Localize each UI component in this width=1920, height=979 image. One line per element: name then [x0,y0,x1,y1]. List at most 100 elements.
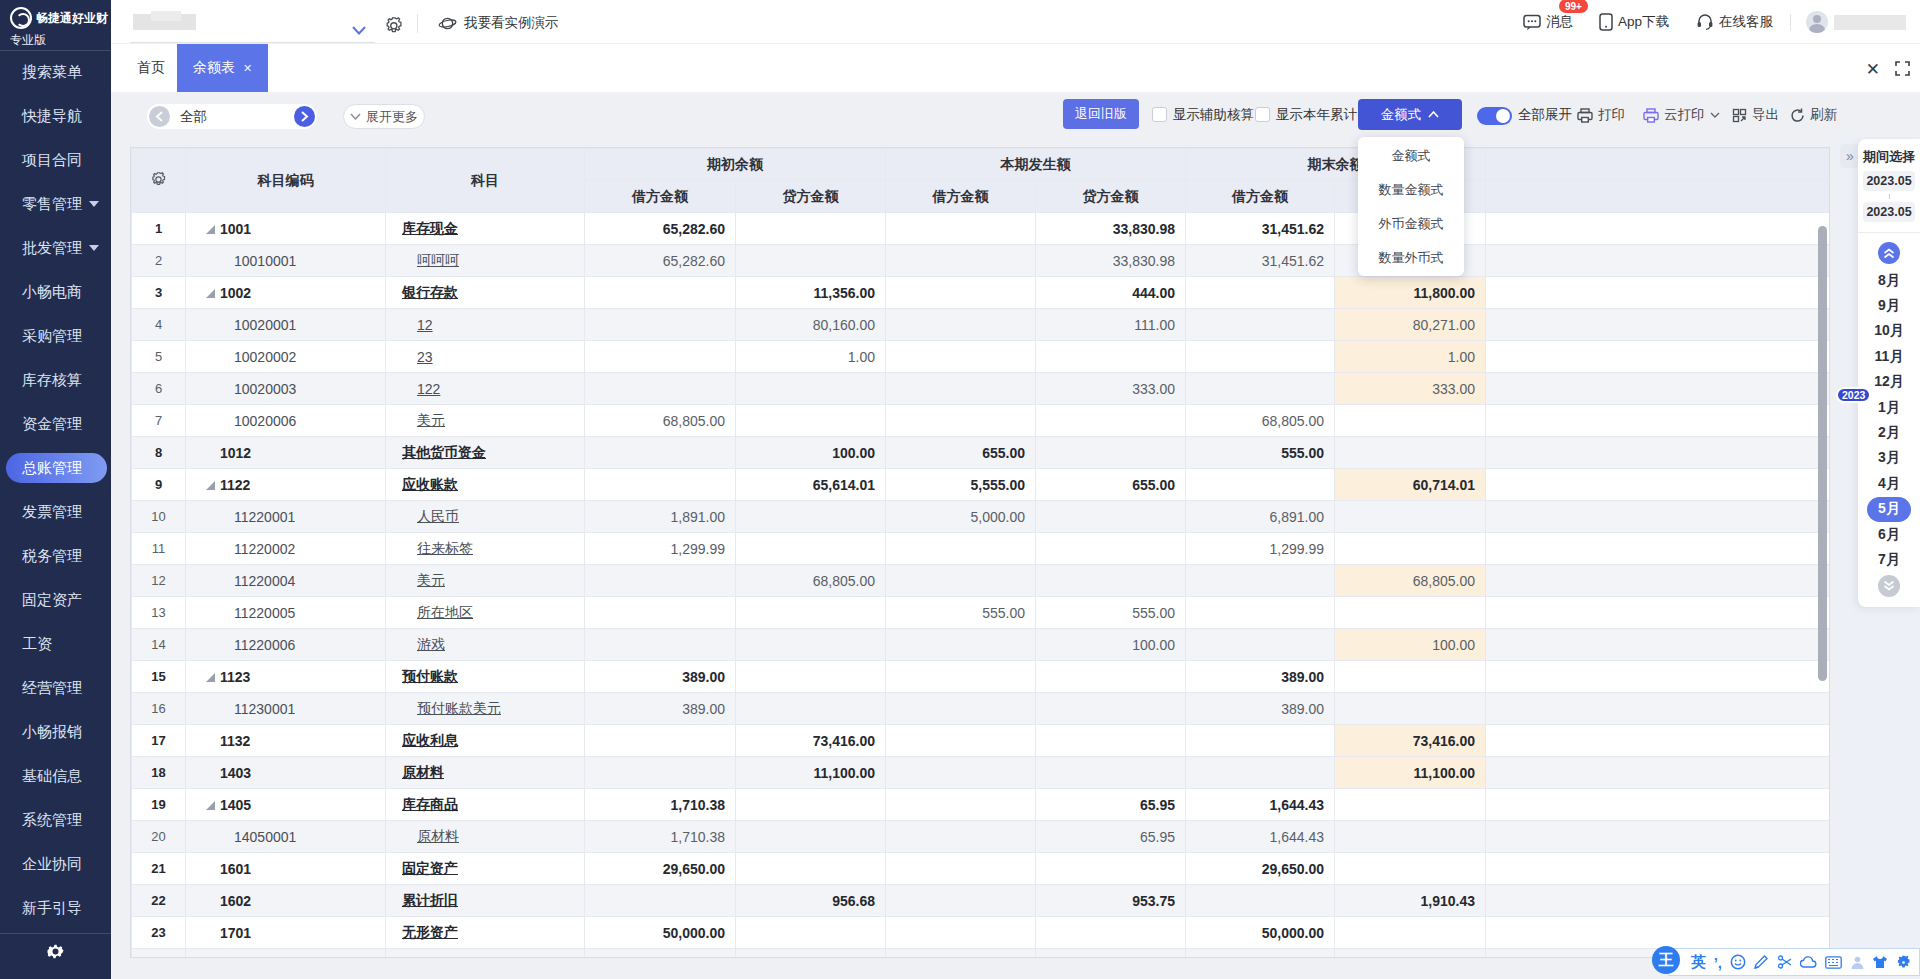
sidebar-item-18[interactable]: 系统管理 [0,798,111,842]
subject-filter[interactable]: 全部 [147,104,317,129]
subject-code-cell[interactable]: 10020003 [186,373,386,405]
sidebar-item-9[interactable]: 资金管理 [0,402,111,446]
collapse-panel-button[interactable]: » [1840,144,1860,168]
subject-name-link[interactable]: 美元 [386,405,585,437]
column-settings-gear-icon[interactable] [132,149,186,213]
subject-name-link[interactable]: 应收账款 [386,469,585,501]
subject-code-cell[interactable]: 1601 [186,853,386,885]
subject-code-cell[interactable]: 11220001 [186,501,386,533]
app-download-button[interactable]: App下载 [1599,13,1669,31]
col-header-debit-2[interactable]: 借方金额 [886,181,1036,213]
subject-code-cell[interactable]: 11220006 [186,629,386,661]
month-11月[interactable]: 11月 [1875,344,1904,369]
subject-name-link[interactable]: 122 [386,373,585,405]
sidebar-item-10[interactable]: 总账管理 [0,446,111,490]
subject-name-link[interactable]: 库存商品 [386,789,585,821]
ime-logo-icon[interactable]: 王 [1652,946,1680,974]
ime-keyboard-icon[interactable] [1825,956,1842,969]
subject-code-cell[interactable]: 1403 [186,757,386,789]
ime-emoji-icon[interactable] [1730,954,1746,970]
expand-triangle-icon[interactable] [206,673,215,682]
show-ytd-label[interactable]: 显示本年累计 [1276,106,1357,124]
sidebar-item-1[interactable]: 搜索菜单 [0,50,111,94]
sidebar-item-5[interactable]: 批发管理 [0,226,111,270]
col-header-credit-2[interactable]: 贷方金额 [1036,181,1186,213]
sidebar-item-6[interactable]: 小畅电商 [0,270,111,314]
expand-triangle-icon[interactable] [206,225,215,234]
export-button[interactable]: 导出 [1732,106,1779,124]
expand-triangle-icon[interactable] [206,481,215,490]
subject-code-cell[interactable]: 11220005 [186,597,386,629]
subject-code-cell[interactable]: 1602 [186,885,386,917]
ime-punctuation-icon[interactable]: ’, [1714,954,1722,971]
sidebar-item-4[interactable]: 零售管理 [0,182,111,226]
sidebar-item-8[interactable]: 库存核算 [0,358,111,402]
subject-name-link[interactable]: 呵呵呵 [386,245,585,277]
month-8月[interactable]: 8月 [1878,268,1900,293]
mode-option-4[interactable]: 数量外币式 [1358,241,1464,275]
cloud-print-button[interactable]: 云打印 [1643,106,1720,124]
ime-user-icon[interactable] [1850,955,1865,970]
sidebar-item-14[interactable]: 工资 [0,622,111,666]
month-1月[interactable]: 1月 [1878,395,1900,420]
scroll-months-up-button[interactable] [1878,242,1900,264]
company-select-chevron-icon[interactable] [352,21,366,39]
subject-code-cell[interactable]: 1122 [186,469,386,501]
subject-name-link[interactable]: 美元 [386,565,585,597]
print-button[interactable]: 打印 [1577,106,1625,124]
subject-name-link[interactable]: 人民币 [386,501,585,533]
panel-close-icon[interactable]: ✕ [1866,59,1880,80]
refresh-button[interactable]: 刷新 [1790,106,1837,124]
subject-name-link[interactable]: 游戏 [386,629,585,661]
subject-code-cell[interactable]: 1132 [186,725,386,757]
subject-code-cell[interactable]: 10010001 [186,245,386,277]
period-to[interactable]: 2023.05 [1863,202,1915,222]
sidebar-settings-icon[interactable] [47,943,64,964]
sidebar-item-17[interactable]: 基础信息 [0,754,111,798]
period-from[interactable]: 2023.05 [1863,171,1915,191]
subject-code-cell[interactable]: 11220004 [186,565,386,597]
expand-triangle-icon[interactable] [206,289,215,298]
sidebar-item-19[interactable]: 企业协同 [0,842,111,886]
col-header-subject-code[interactable]: 科目编码 [186,149,386,213]
ime-skin-icon[interactable] [1872,955,1888,969]
demo-link[interactable]: 我要看实例演示 [438,14,559,32]
online-support-button[interactable]: 在线客服 [1696,13,1773,31]
month-2月[interactable]: 2月 [1878,420,1900,445]
mode-option-2[interactable]: 数量金额式 [1358,173,1464,207]
subject-name-link[interactable]: 原材料 [386,757,585,789]
subject-name-link[interactable]: 往来标签 [386,533,585,565]
subject-code-cell[interactable]: 1701 [186,917,386,949]
month-5月[interactable]: 5月 [1867,497,1911,522]
ime-lang-icon[interactable]: 英 [1691,953,1706,972]
subject-code-cell[interactable]: 1012 [186,437,386,469]
expand-more-button[interactable]: 展开更多 [343,104,425,129]
sidebar-item-13[interactable]: 固定资产 [0,578,111,622]
subject-name-link[interactable]: 库存现金 [386,213,585,245]
subject-name-link[interactable]: 12 [386,309,585,341]
scroll-months-down-button[interactable] [1878,575,1900,597]
fullscreen-icon[interactable] [1895,61,1910,80]
subject-name-link[interactable]: 其他货币资金 [386,437,585,469]
filter-prev-icon[interactable] [149,106,170,127]
col-header-credit-1[interactable]: 贷方金额 [736,181,886,213]
sidebar-item-11[interactable]: 发票管理 [0,490,111,534]
show-aux-label[interactable]: 显示辅助核算 [1173,106,1254,124]
subject-name-link[interactable]: 23 [386,341,585,373]
ime-scissors-icon[interactable] [1777,954,1793,970]
subject-code-cell[interactable]: 1405 [186,789,386,821]
show-aux-checkbox[interactable] [1152,107,1167,122]
col-header-debit-1[interactable]: 借方金额 [585,181,736,213]
subject-code-cell[interactable]: 10020002 [186,341,386,373]
month-10月[interactable]: 10月 [1874,319,1904,344]
subject-code-cell[interactable]: 11230001 [186,693,386,725]
ime-cloud-icon[interactable] [1800,955,1817,969]
mode-option-1[interactable]: 金额式 [1358,139,1464,173]
month-4月[interactable]: 4月 [1878,471,1900,496]
subject-code-cell[interactable]: 1001 [186,213,386,245]
sidebar-item-16[interactable]: 小畅报销 [0,710,111,754]
subject-code-cell[interactable]: 10020006 [186,405,386,437]
subject-code-cell[interactable]: 1123 [186,661,386,693]
subject-code-cell[interactable]: 11220002 [186,533,386,565]
col-header-subject[interactable]: 科目 [386,149,585,213]
